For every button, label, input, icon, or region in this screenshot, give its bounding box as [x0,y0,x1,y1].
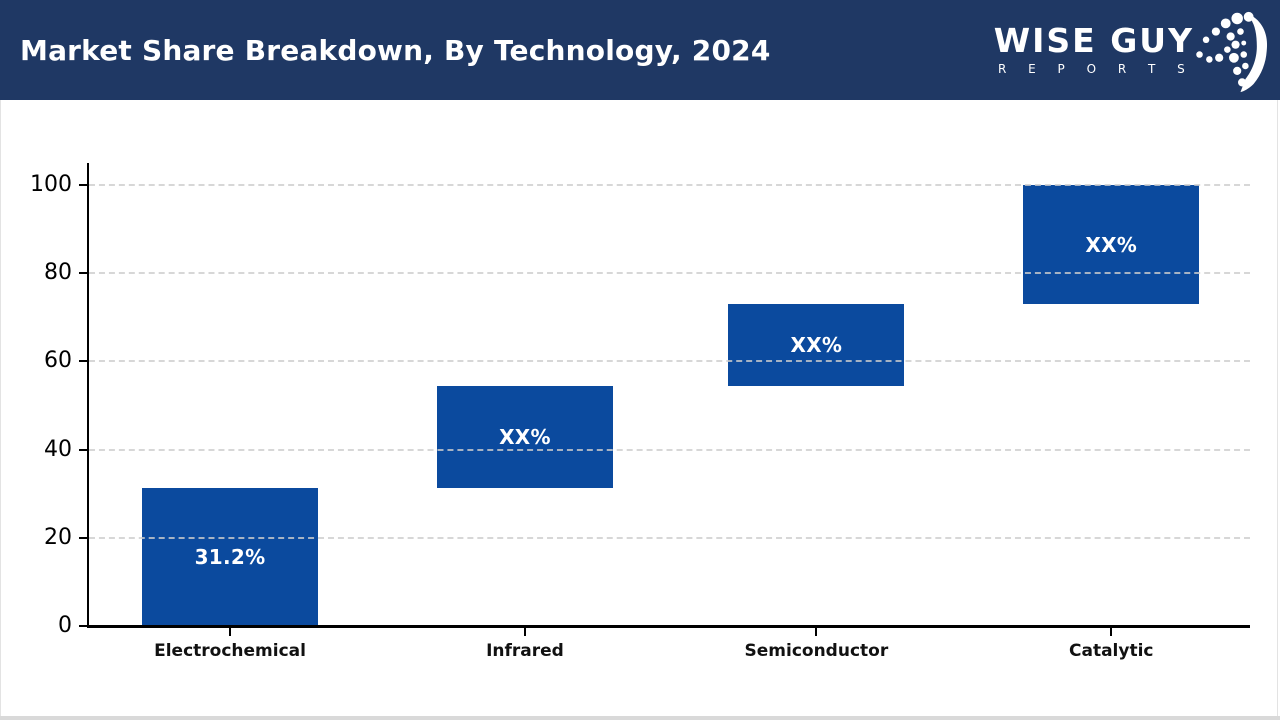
bar-infrared: XX% [436,385,613,489]
y-tick-label-40: 40 [44,436,72,462]
brand-head-icon [1196,11,1268,93]
y-tick-0 [79,625,87,627]
x-tick-3 [815,628,818,636]
brand-logo: WISE GUY R E P O R T S [994,6,1270,94]
x-label-4: Catalytic [1069,641,1154,661]
gridline-40 [89,448,1250,451]
gridline-20 [89,536,1250,539]
header-bar: Market Share Breakdown, By Technology, 2… [0,0,1280,100]
y-tick-label-20: 20 [44,524,72,550]
y-tick-80 [79,272,87,275]
x-tick-2 [523,628,526,636]
bar-label: XX% [1085,232,1138,257]
bar-semiconductor: XX% [728,304,905,386]
brand-logo-text: WISE GUY R E P O R T S [994,24,1194,76]
x-axis [87,625,1250,628]
gridline-60 [89,360,1250,363]
y-tick-40 [79,448,87,451]
gridline-80 [89,272,1250,275]
y-tick-20 [79,536,87,539]
bar-catalytic: XX% [1023,185,1200,305]
x-label-2: Infrared [486,641,564,661]
x-tick-1 [229,628,232,636]
x-tick-4 [1110,628,1113,636]
y-tick-60 [79,360,87,363]
bottom-border [0,716,1280,720]
bar-label: 31.2% [194,545,266,570]
x-label-3: Semiconductor [744,641,889,661]
x-label-1: Electrochemical [154,641,306,661]
gridline-100 [89,184,1250,187]
y-tick-label-100: 100 [30,172,72,198]
bar-label: XX% [790,332,843,357]
bar-label: XX% [499,425,551,450]
bar-electrochemical: 31.2% [142,488,319,626]
y-axis [87,163,89,628]
y-tick-label-60: 60 [44,348,72,374]
brand-subtitle: R E P O R T S [997,62,1194,76]
brand-name: WISE GUY [993,21,1194,60]
y-tick-label-80: 80 [44,260,72,286]
page-title: Market Share Breakdown, By Technology, 2… [20,33,771,67]
y-tick-label-0: 0 [58,613,72,638]
y-tick-100 [79,184,87,187]
